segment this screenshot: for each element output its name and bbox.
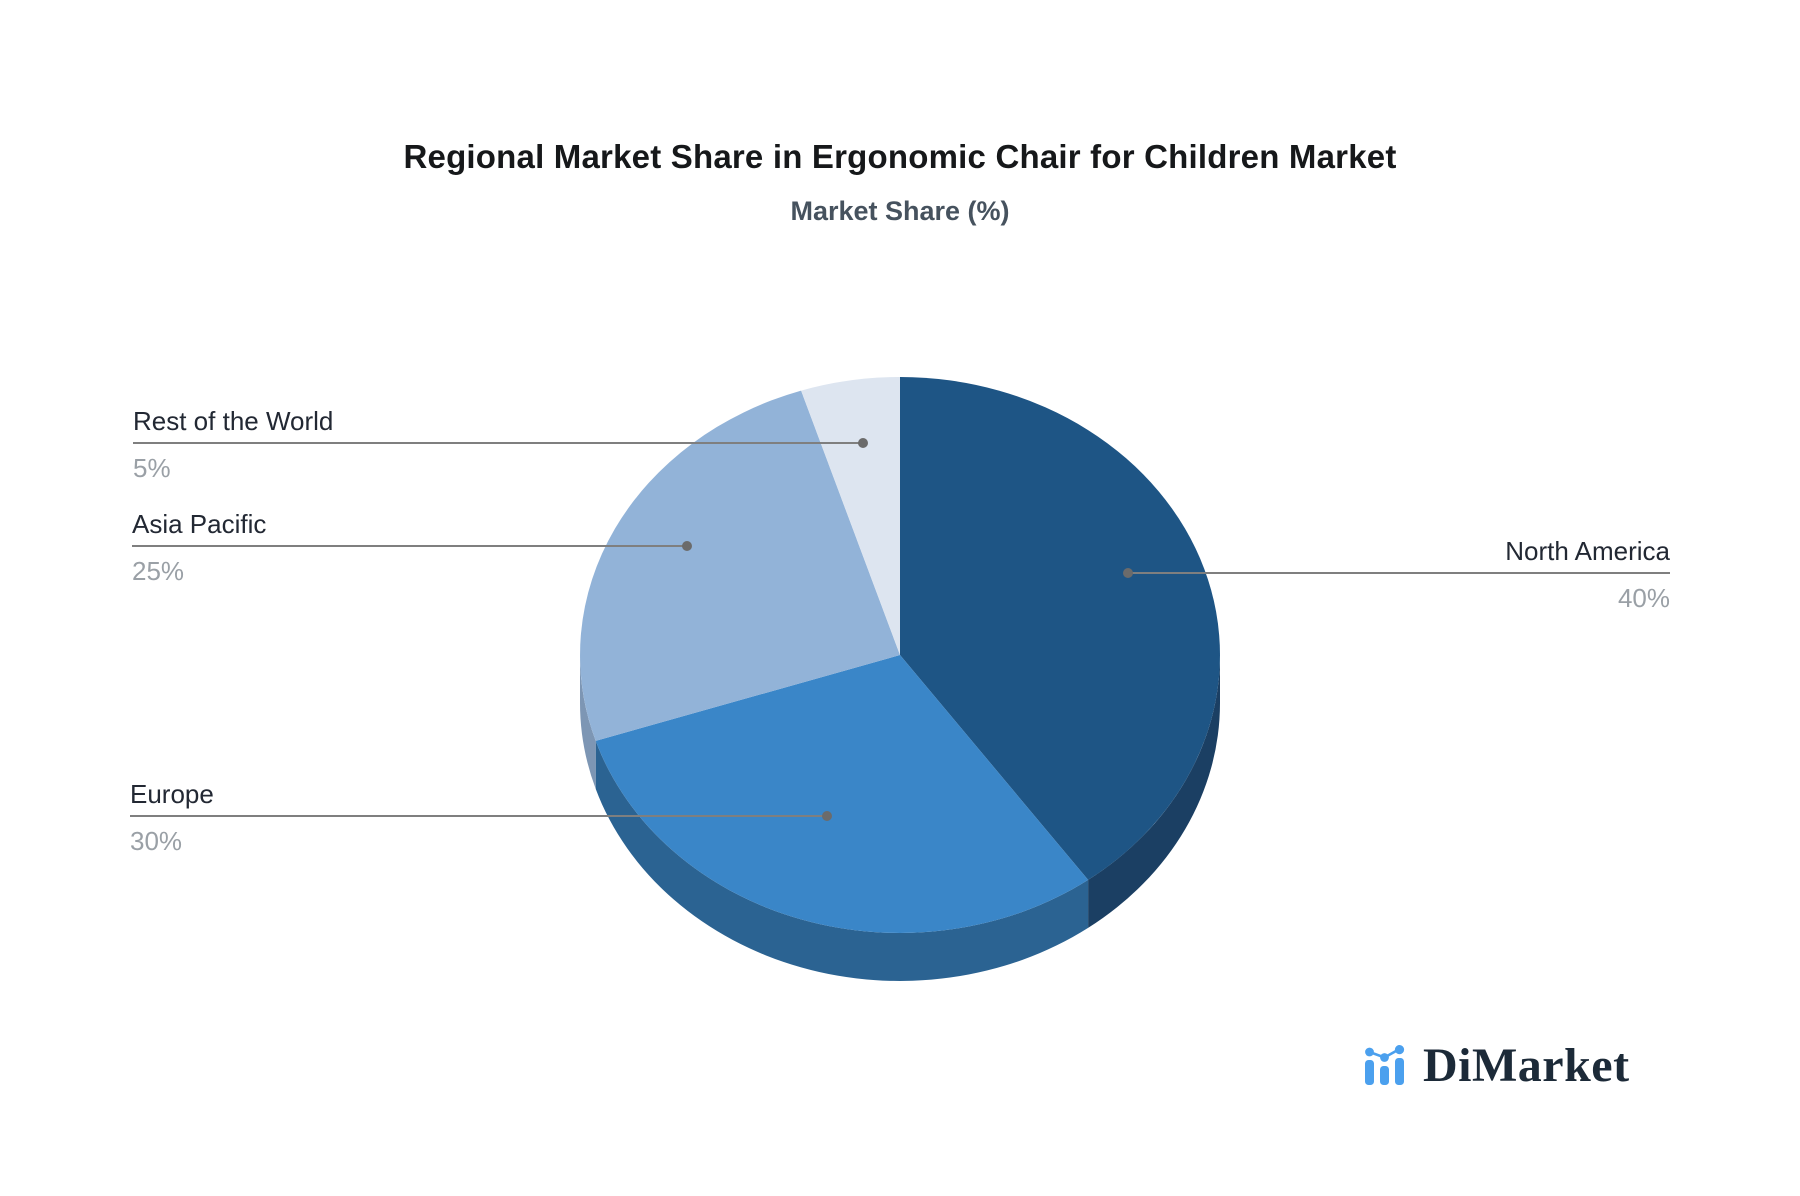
pie-slice-asia-pacific[interactable] (580, 390, 900, 741)
pie-slice-europe[interactable] (595, 655, 1089, 933)
pie-slice-north-america[interactable] (900, 377, 1220, 880)
slice-label-rest-of-the-world: Rest of the World (133, 406, 334, 436)
chart-subtitle: Market Share (%) (790, 196, 1010, 226)
leader-dot-rest-of-the-world (858, 438, 868, 448)
bar-chart-trend-icon (1365, 1045, 1405, 1085)
leader-lines (130, 438, 1670, 821)
slice-pct-rest-of-the-world: 5% (133, 453, 171, 483)
pie-slices (580, 377, 1220, 933)
pie-side-north-america (1088, 655, 1220, 928)
pie-side-europe (595, 740, 1089, 981)
pie-side-asia-pacific (580, 655, 596, 789)
leader-dot-europe (822, 811, 832, 821)
leader-dot-north-america (1123, 568, 1133, 578)
chart-title: Regional Market Share in Ergonomic Chair… (403, 138, 1397, 175)
pie-slice-rest-of-the-world[interactable] (801, 377, 900, 655)
slice-label-asia-pacific: Asia Pacific (132, 509, 267, 539)
slice-pct-asia-pacific: 25% (132, 556, 185, 586)
slice-label-north-america: North America (1505, 536, 1670, 566)
slice-pct-north-america: 40% (1617, 583, 1670, 613)
dimarket-watermark: DiMarket (1363, 1040, 1630, 1092)
pie-3d-sides (580, 655, 1220, 981)
brand-name: DiMarket (1423, 1039, 1630, 1092)
slice-pct-europe: 30% (130, 826, 183, 856)
leader-dot-asia-pacific (682, 541, 692, 551)
slice-label-europe: Europe (130, 779, 214, 809)
